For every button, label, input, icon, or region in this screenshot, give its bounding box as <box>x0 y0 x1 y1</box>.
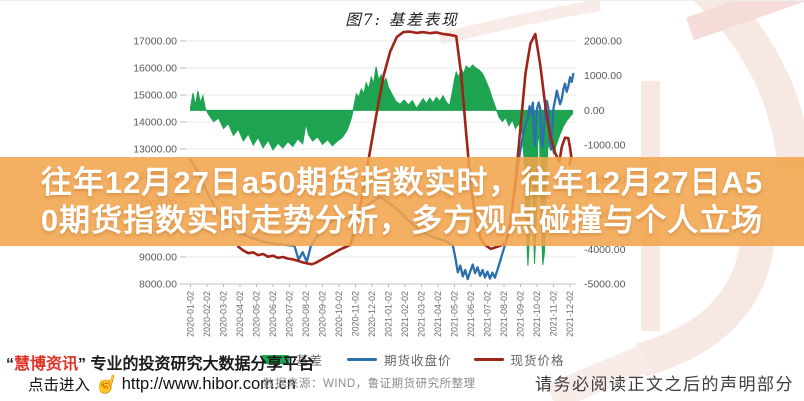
svg-text:15000.00: 15000.00 <box>133 90 177 102</box>
svg-text:13000.00: 13000.00 <box>133 144 177 156</box>
svg-text:-1000.00: -1000.00 <box>584 140 626 152</box>
svg-text:2020-06-02: 2020-06-02 <box>268 291 278 337</box>
brand-line: “慧博资讯” 专业的投资研究大数据分享平台 <box>6 350 314 374</box>
svg-text:2021-08-02: 2021-08-02 <box>499 291 509 337</box>
svg-text:0.00: 0.00 <box>584 105 605 117</box>
svg-text:2020-02-02: 2020-02-02 <box>202 291 212 337</box>
svg-text:2020-07-02: 2020-07-02 <box>285 291 295 337</box>
svg-text:-4000.00: -4000.00 <box>584 244 626 256</box>
brand-quote-open: “ <box>6 356 14 373</box>
chart-legend: 基差 期货收盘价 现货价格 <box>262 350 565 369</box>
svg-text:1000.00: 1000.00 <box>584 70 622 82</box>
basis-swatch-icon <box>262 355 289 364</box>
svg-text:-5000.00: -5000.00 <box>584 279 626 291</box>
legend-item-basis: 基差 <box>262 350 323 369</box>
svg-text:2021-10-02: 2021-10-02 <box>532 291 542 337</box>
svg-text:2000.00: 2000.00 <box>584 36 622 48</box>
svg-text:2021-02-02: 2021-02-02 <box>400 291 410 337</box>
legend-item-futures-close: 期货收盘价 <box>347 350 452 369</box>
disclaimer-text: 请务必阅读正文之后的声明部分 <box>535 375 794 395</box>
svg-text:2020-09-02: 2020-09-02 <box>318 291 328 337</box>
brand-tagline: 专业的投资研究大数据分享平台 <box>90 356 315 373</box>
svg-text:2021-01-02: 2021-01-02 <box>384 291 394 337</box>
svg-text:2020-05-02: 2020-05-02 <box>252 291 262 337</box>
legend-label: 现货价格 <box>510 354 565 368</box>
futures-line-icon <box>347 358 378 361</box>
svg-text:2021-07-02: 2021-07-02 <box>483 291 493 337</box>
svg-text:16000.00: 16000.00 <box>133 63 177 75</box>
svg-text:2021-11-02: 2021-11-02 <box>549 291 559 336</box>
svg-text:8000.00: 8000.00 <box>139 279 177 291</box>
svg-text:2020-11-02: 2020-11-02 <box>351 291 361 336</box>
legend-label: 基差 <box>296 354 324 368</box>
legend-item-spot-price: 现货价格 <box>473 350 565 369</box>
svg-text:2021-09-02: 2021-09-02 <box>516 291 526 337</box>
svg-text:2020-03-02: 2020-03-02 <box>219 291 229 337</box>
headline-line-2: 0期货指数实时走势分析，多方观点碰撞与个人立场 <box>40 202 764 238</box>
site-link-row: 点击进入 ☝ http://www.hibor.com.cn <box>28 370 296 399</box>
click-enter-label: 点击进入 <box>28 377 91 394</box>
svg-text:2021-04-02: 2021-04-02 <box>433 291 443 337</box>
svg-text:2021-05-02: 2021-05-02 <box>450 291 460 337</box>
brand-name: 慧博资讯 <box>14 356 79 373</box>
svg-text:2020-04-02: 2020-04-02 <box>235 291 245 337</box>
chart-title: 图7: 基差表现 <box>345 11 459 29</box>
svg-text:9000.00: 9000.00 <box>139 252 177 264</box>
headline-line-1: 往年12月27日a50期货指数实时，往年12月27日A5 <box>40 164 764 200</box>
svg-text:17000.00: 17000.00 <box>133 36 177 48</box>
data-source-note: 数据来源：WIND，鲁证期货研究所整理 <box>263 378 476 390</box>
brand-quote-close: ” <box>78 356 87 373</box>
legend-label: 期货收盘价 <box>384 354 452 368</box>
svg-text:2021-06-02: 2021-06-02 <box>466 291 476 337</box>
pointer-hand-icon: ☝ <box>92 370 122 399</box>
svg-text:2020-12-02: 2020-12-02 <box>367 291 377 337</box>
svg-text:2020-08-02: 2020-08-02 <box>301 291 311 337</box>
svg-text:2020-01-02: 2020-01-02 <box>186 291 196 337</box>
site-url-link[interactable]: http://www.hibor.com.cn <box>121 374 296 393</box>
svg-text:2021-03-02: 2021-03-02 <box>417 291 427 337</box>
headline-banner: 往年12月27日a50期货指数实时，往年12月27日A5 0期货指数实时走势分析… <box>0 157 804 246</box>
svg-text:2021-12-02: 2021-12-02 <box>565 291 575 337</box>
svg-text:2020-10-02: 2020-10-02 <box>334 291 344 337</box>
svg-text:14000.00: 14000.00 <box>133 117 177 129</box>
spot-line-icon <box>473 358 504 361</box>
